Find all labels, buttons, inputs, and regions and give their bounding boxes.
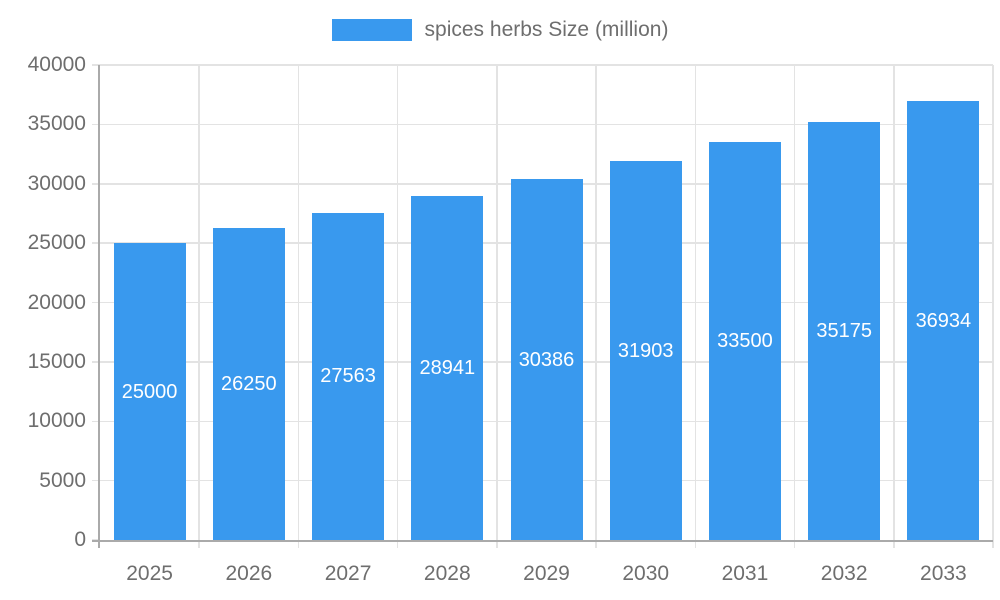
bar-value-label: 27563 xyxy=(320,365,376,388)
x-tick-label: 2025 xyxy=(126,562,173,585)
y-tick xyxy=(92,420,100,422)
y-tick xyxy=(92,123,100,126)
x-tick-label: 2029 xyxy=(523,562,570,585)
x-tick-label: 2026 xyxy=(225,562,273,585)
x-tick xyxy=(992,540,994,548)
gridline-v xyxy=(992,65,994,540)
y-tick-label: 30000 xyxy=(27,171,86,195)
bar[interactable]: 27563 xyxy=(312,212,385,540)
legend-swatch-icon xyxy=(331,19,412,41)
x-tick xyxy=(396,540,399,548)
bar-value-label: 28941 xyxy=(419,357,476,380)
x-tick-label: 2027 xyxy=(324,562,372,585)
x-tick-label: 2033 xyxy=(920,562,967,585)
y-tick xyxy=(92,183,100,185)
bar-value-label: 25000 xyxy=(121,380,178,403)
bar[interactable]: 25000 xyxy=(113,243,186,540)
gridline-v xyxy=(893,65,895,540)
gridline-v xyxy=(694,65,697,540)
gridline-v xyxy=(595,65,597,540)
y-tick xyxy=(92,64,100,66)
bar[interactable]: 26250 xyxy=(212,228,285,540)
y-tick xyxy=(92,479,100,482)
y-tick xyxy=(92,301,100,304)
x-tick xyxy=(297,540,300,548)
gridline-v xyxy=(297,65,300,540)
bar[interactable]: 35175 xyxy=(808,122,881,540)
y-tick xyxy=(92,361,100,363)
y-tick-label: 40000 xyxy=(27,53,86,76)
gridline-h xyxy=(100,123,993,126)
y-tick-label: 35000 xyxy=(27,112,86,136)
y-tick-label: 0 xyxy=(74,528,86,551)
x-tick xyxy=(694,540,697,548)
bar[interactable]: 30386 xyxy=(510,179,583,540)
y-tick-label: 20000 xyxy=(27,290,86,314)
legend: spices herbs Size (million) xyxy=(0,19,1000,41)
x-tick xyxy=(496,540,498,548)
y-tick-label: 15000 xyxy=(27,349,86,373)
gridline-v xyxy=(198,65,200,540)
bar[interactable]: 33500 xyxy=(708,142,781,540)
gridline-v xyxy=(396,65,399,540)
x-tick-label: 2030 xyxy=(622,562,670,585)
bar-value-label: 36934 xyxy=(915,309,972,332)
bar-value-label: 35175 xyxy=(816,320,872,343)
y-axis-line xyxy=(98,65,100,548)
gridline-v xyxy=(793,65,796,540)
bar-value-label: 31903 xyxy=(617,339,674,362)
bar[interactable]: 28941 xyxy=(411,196,484,540)
gridline-v xyxy=(496,65,498,540)
y-tick xyxy=(92,242,100,244)
x-tick-label: 2032 xyxy=(820,562,868,585)
bar[interactable]: 31903 xyxy=(609,161,682,540)
x-tick xyxy=(595,540,597,548)
legend-item[interactable]: spices herbs Size (million) xyxy=(331,18,669,41)
x-tick xyxy=(893,540,895,548)
x-tick-label: 2028 xyxy=(423,562,471,585)
y-tick-label: 10000 xyxy=(27,409,86,433)
bar[interactable]: 36934 xyxy=(907,101,980,540)
x-tick-label: 2031 xyxy=(721,562,769,585)
gridline-h xyxy=(100,64,993,66)
x-axis-line xyxy=(92,540,993,542)
y-tick-label: 5000 xyxy=(39,468,86,492)
y-tick-label: 25000 xyxy=(27,231,86,255)
bar-value-label: 30386 xyxy=(518,348,575,371)
x-tick xyxy=(198,540,200,548)
bar-value-label: 26250 xyxy=(221,373,277,396)
legend-label: spices herbs Size (million) xyxy=(424,18,669,41)
x-tick xyxy=(793,540,796,548)
bar-value-label: 33500 xyxy=(717,330,773,353)
